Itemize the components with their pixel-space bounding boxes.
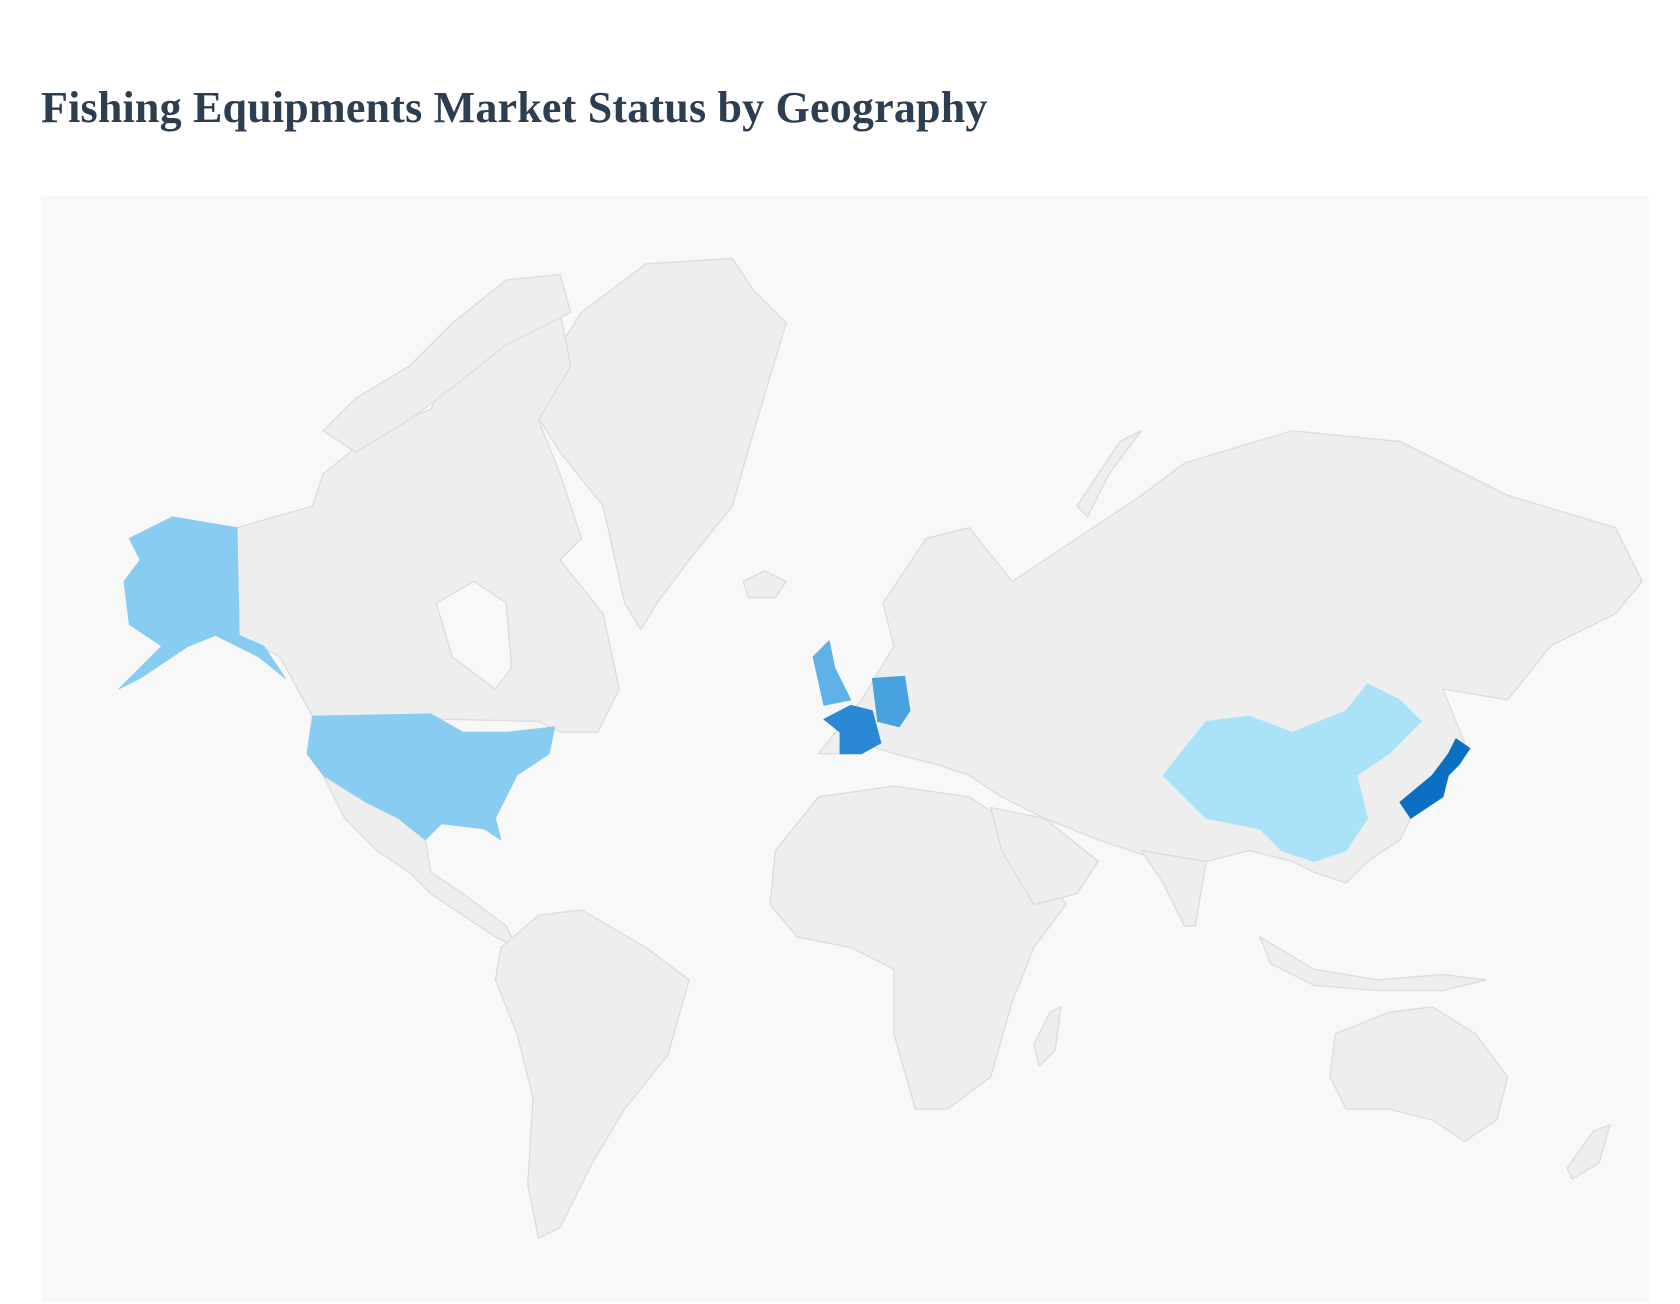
india xyxy=(1140,850,1207,927)
page-title: Fishing Equipments Market Status by Geog… xyxy=(41,83,988,132)
novaya-zemlya xyxy=(1076,430,1143,518)
iceland xyxy=(742,570,787,599)
eurasia xyxy=(817,430,1643,927)
country-united-kingdom[interactable] xyxy=(812,640,852,706)
arctic-islands xyxy=(322,273,572,453)
arabia xyxy=(990,806,1100,906)
indonesia xyxy=(1259,936,1487,992)
greenland xyxy=(532,257,787,631)
africa xyxy=(769,785,1067,1110)
country-germany[interactable] xyxy=(871,675,911,728)
country-united-states-alaska[interactable] xyxy=(118,516,286,690)
country-japan[interactable] xyxy=(1399,738,1471,819)
country-china[interactable] xyxy=(1162,683,1422,862)
country-france[interactable] xyxy=(823,704,882,755)
new-zealand xyxy=(1566,1124,1611,1180)
country-united-states[interactable] xyxy=(306,713,556,841)
hudson-bay xyxy=(435,580,513,691)
madagascar xyxy=(1033,1006,1062,1067)
south-america xyxy=(494,909,690,1239)
australia xyxy=(1329,1006,1509,1143)
